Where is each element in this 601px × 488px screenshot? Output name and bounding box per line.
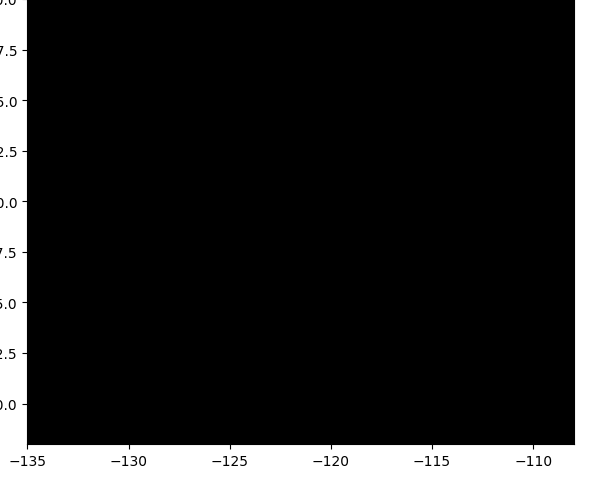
Text: Secondary Swell energy on Friday 21 Mar at 5pm PDT: Secondary Swell energy on Friday 21 Mar …	[58, 7, 543, 25]
Text: Arrows show the wind wave direction: Arrows show the wind wave direction	[171, 37, 430, 51]
